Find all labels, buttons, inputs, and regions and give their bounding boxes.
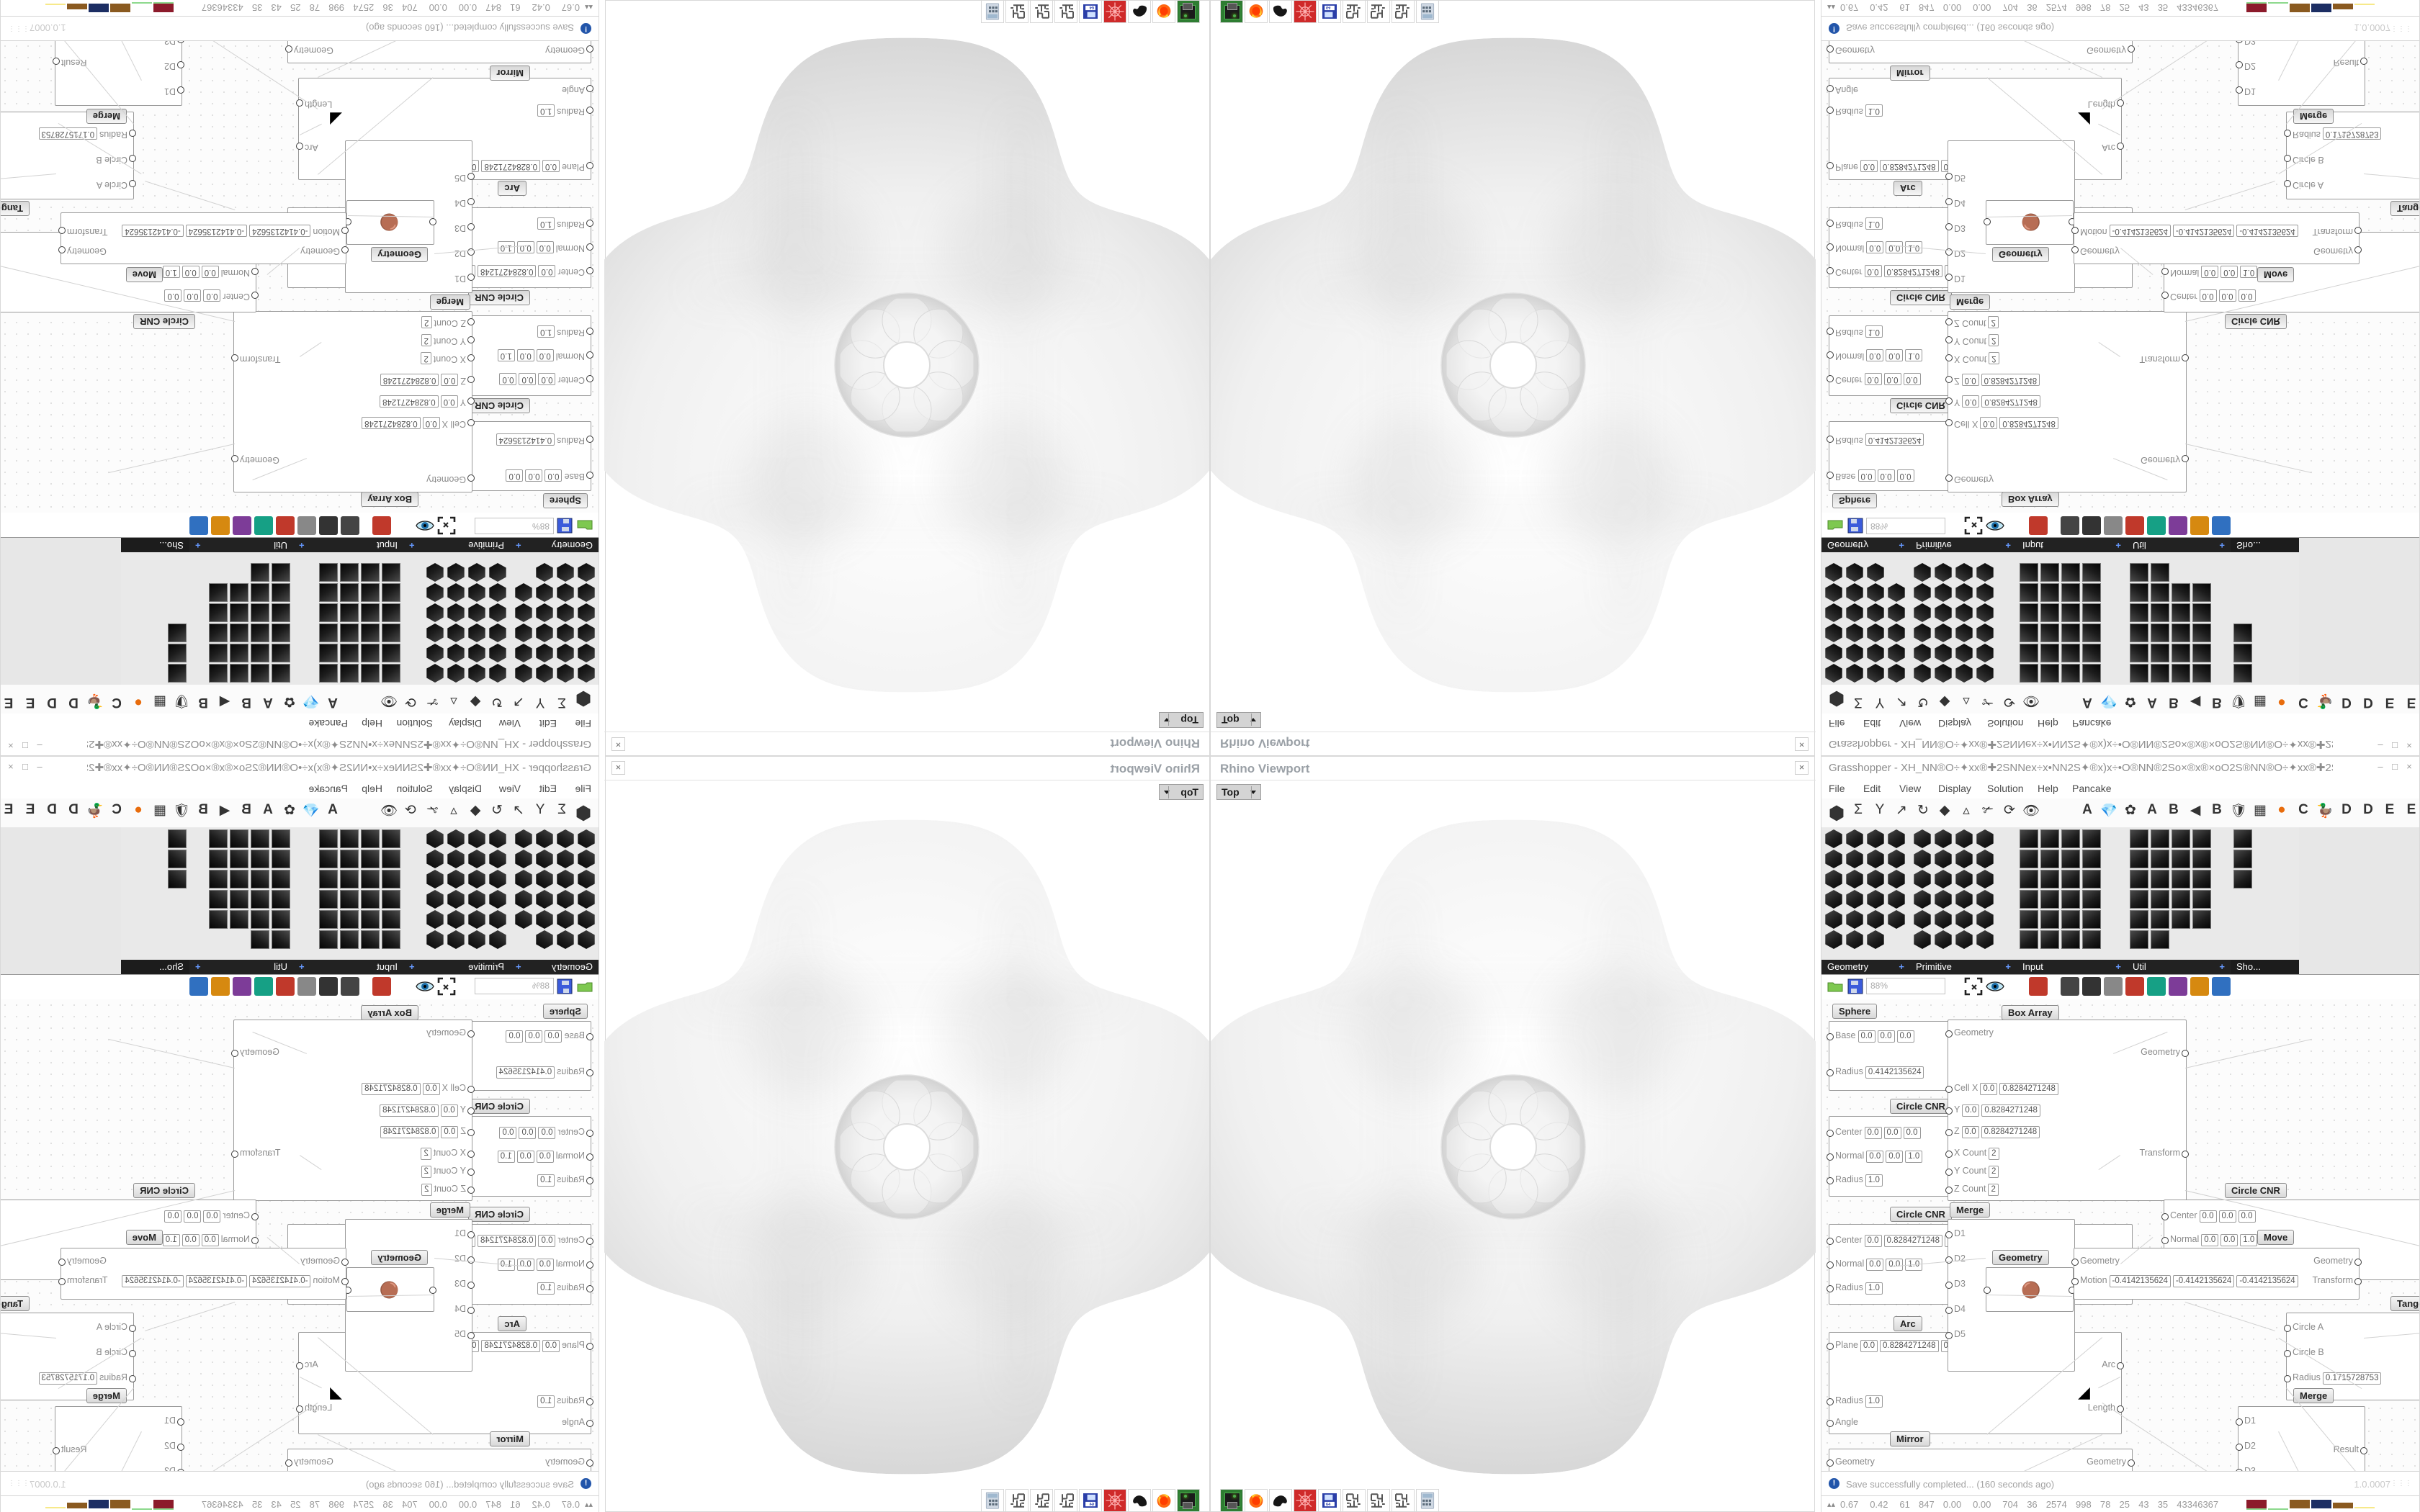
svg-text:64: 64 bbox=[1326, 5, 1331, 9]
svg-text:64: 64 bbox=[1326, 1503, 1331, 1507]
svg-text:64: 64 bbox=[1089, 1503, 1094, 1507]
svg-text:64: 64 bbox=[1089, 5, 1094, 9]
